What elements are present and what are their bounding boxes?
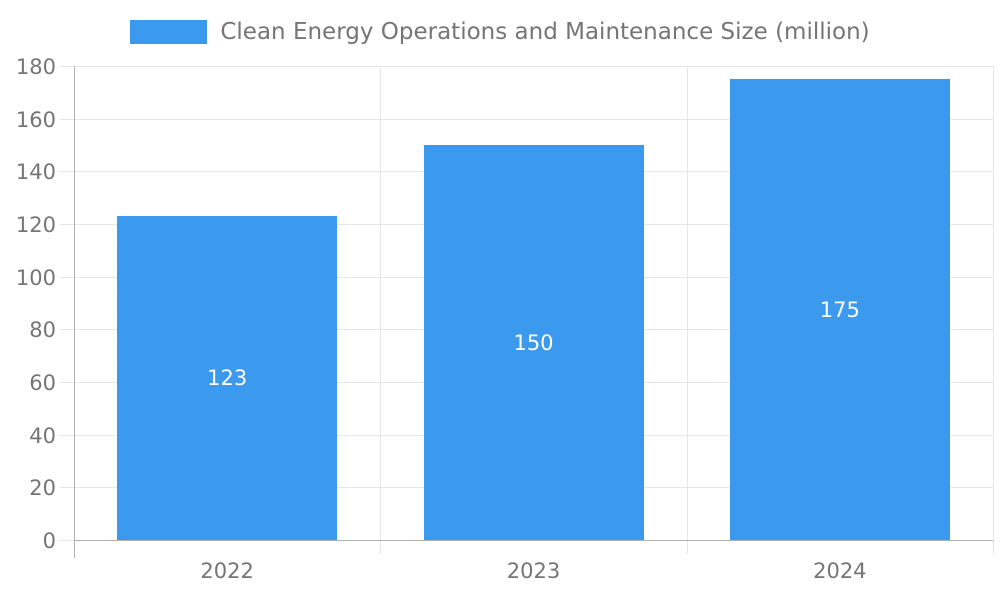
x-axis-tick-label: 2024 — [813, 559, 867, 583]
category-boundary-gridline — [380, 66, 382, 554]
y-axis-tick-label: 100 — [15, 265, 56, 290]
y-axis-tick-label: 180 — [15, 55, 56, 79]
y-gridline — [60, 118, 993, 120]
y-gridline — [60, 66, 993, 67]
y-axis-tick-label: 160 — [15, 107, 56, 132]
bar-value-label: 175 — [819, 297, 860, 322]
bar-2023 — [423, 145, 644, 540]
x-axis-line — [74, 540, 993, 541]
y-axis-tick-label: 40 — [29, 423, 56, 448]
y-axis-tick-label: 80 — [29, 318, 56, 343]
y-axis-tick-label: 120 — [15, 213, 56, 237]
legend-label: Clean Energy Operations and Maintenance … — [220, 19, 870, 45]
category-boundary-gridline — [993, 66, 994, 554]
x-axis-tick-label: 2022 — [200, 559, 254, 583]
y-axis-tick-label: 0 — [42, 529, 56, 553]
bar-value-label: 123 — [207, 366, 248, 391]
legend-swatch — [130, 20, 208, 44]
y-axis-tick-label: 140 — [15, 160, 56, 185]
y-axis-line — [74, 66, 75, 558]
y-axis-tick-label: 60 — [29, 371, 56, 395]
legend: Clean Energy Operations and Maintenance … — [0, 18, 1000, 46]
y-axis-tick-label: 20 — [29, 476, 56, 501]
category-boundary-gridline — [686, 66, 688, 554]
bar-2024 — [729, 79, 950, 540]
x-axis-tick-label: 2023 — [506, 559, 561, 583]
y-gridline — [60, 540, 74, 541]
bar-value-label: 150 — [513, 330, 554, 355]
bar-2022 — [117, 216, 338, 540]
